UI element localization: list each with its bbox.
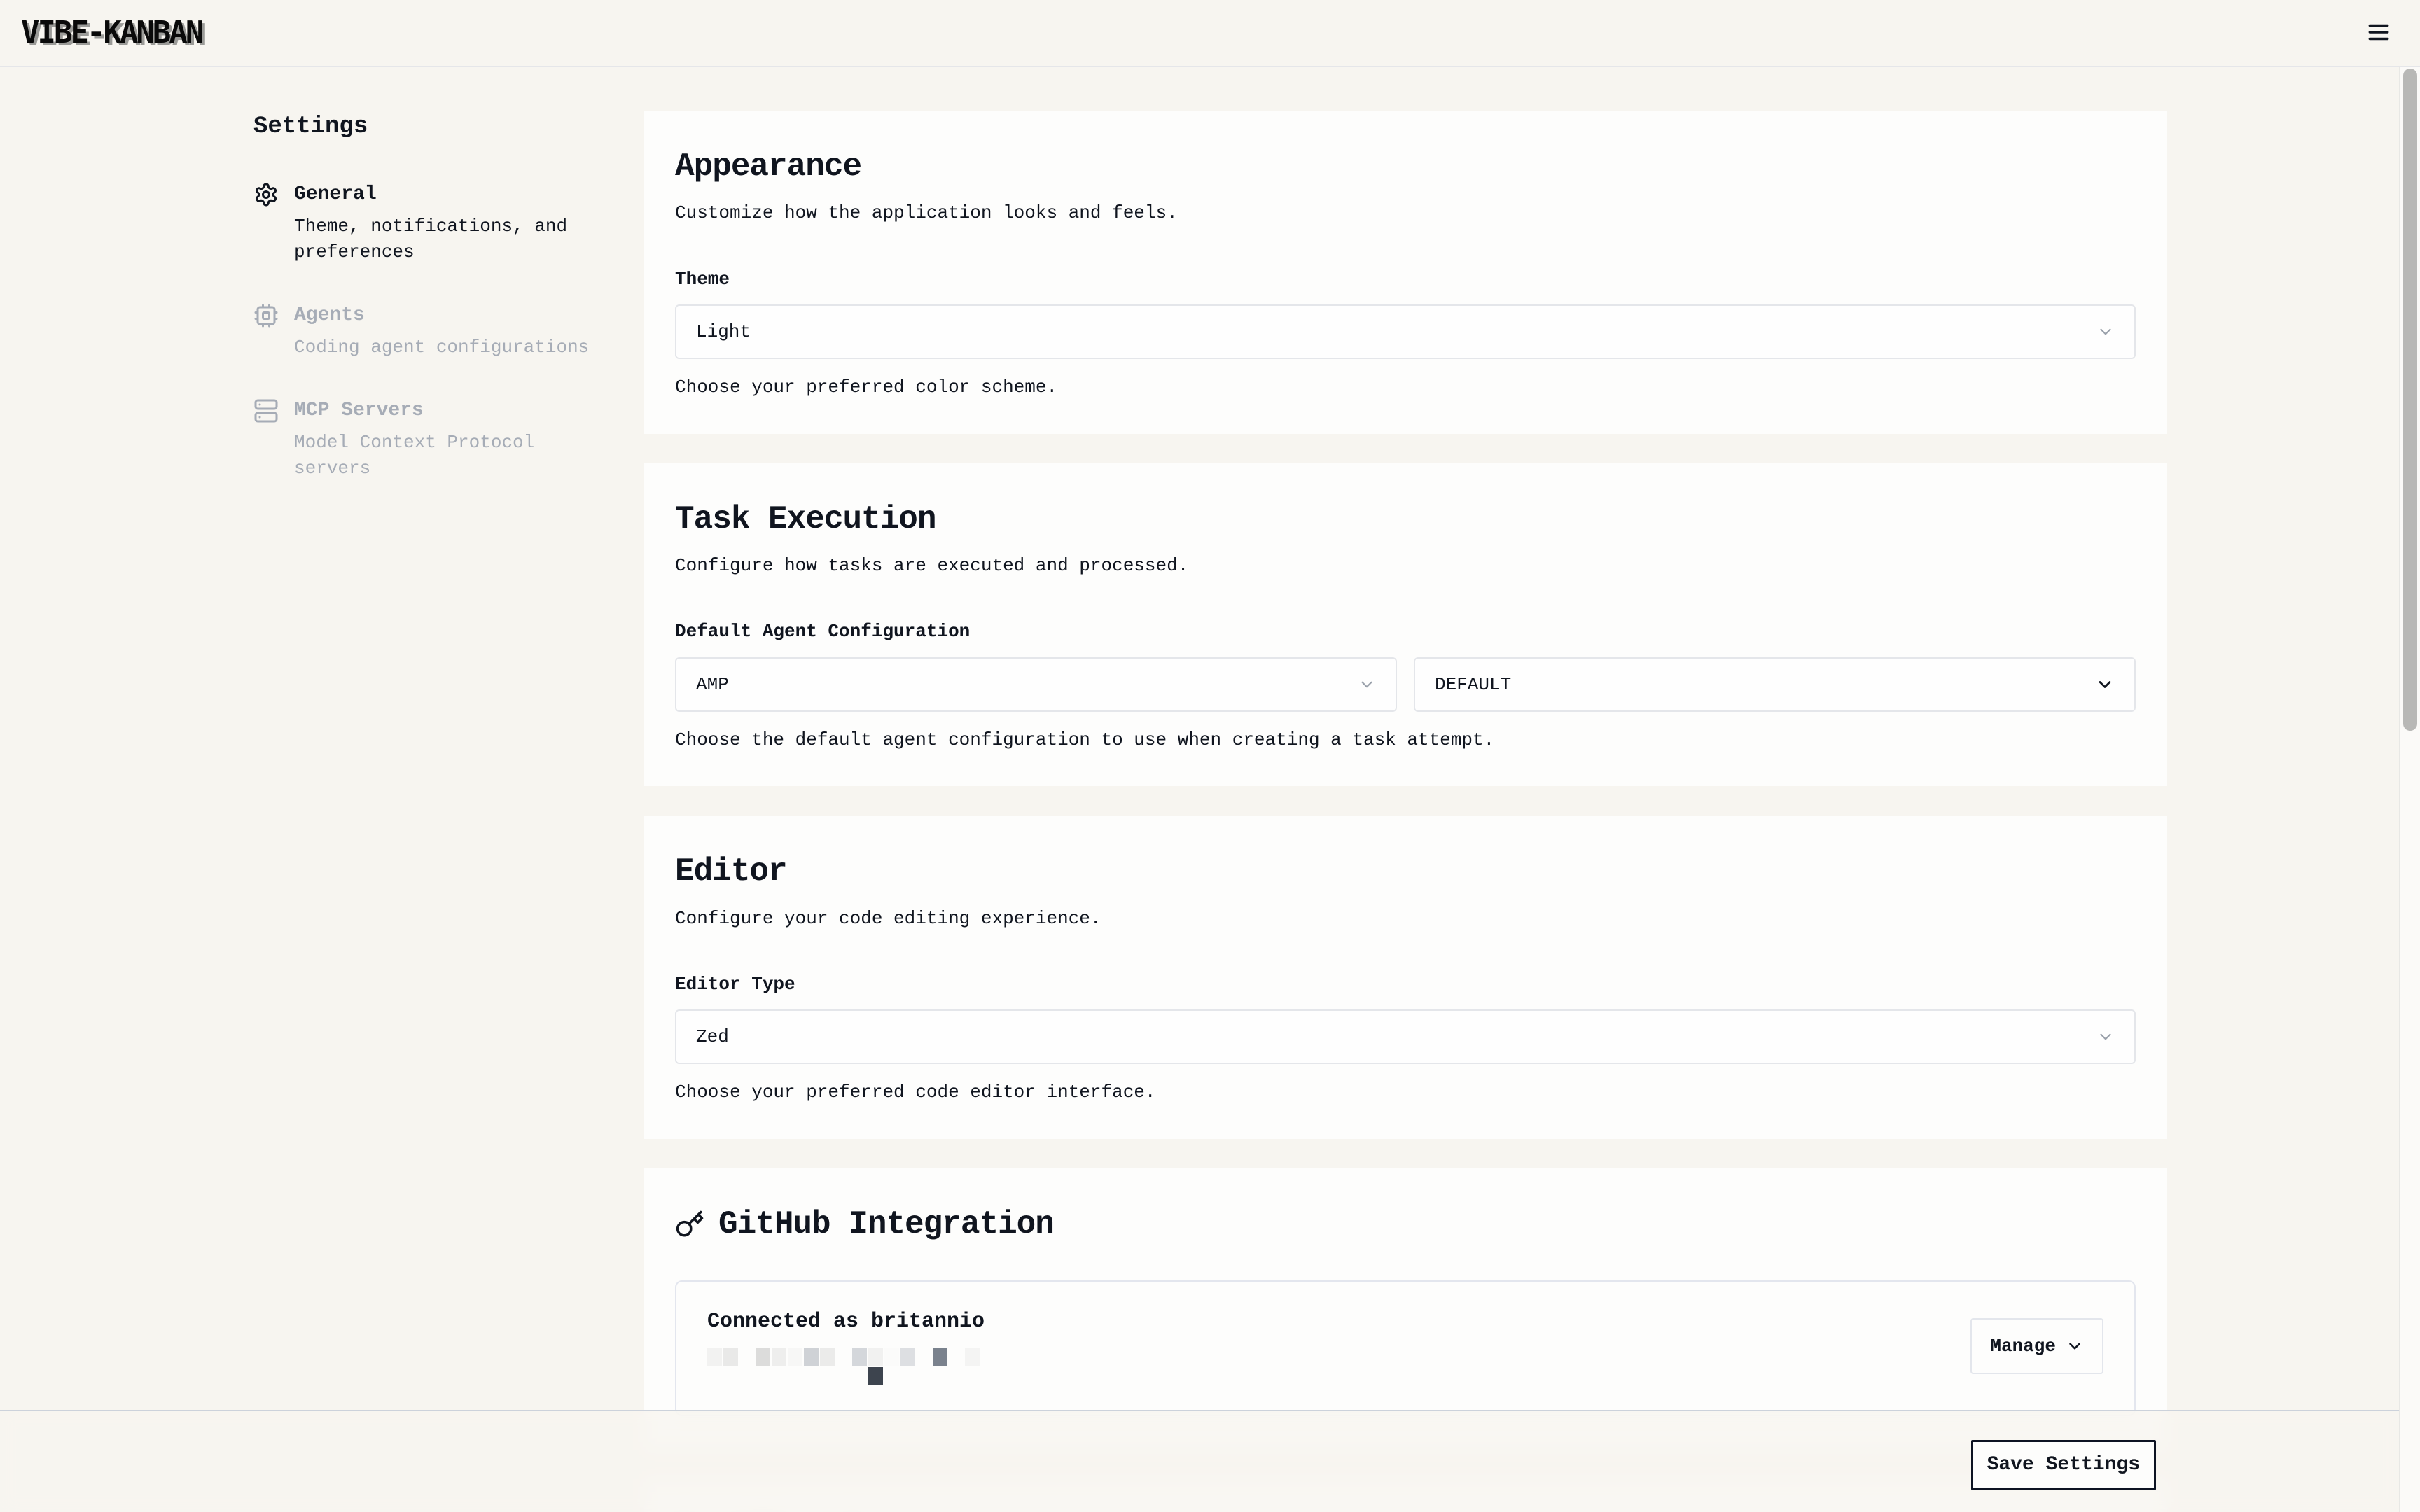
scrollbar-thumb[interactable] <box>2403 69 2417 731</box>
sidebar-item-description: Model Context Protocol servers <box>294 431 535 479</box>
settings-main: Appearance Customize how the application… <box>644 111 2167 1512</box>
vertical-scrollbar[interactable] <box>2399 67 2420 1512</box>
editor-type-select-value: Zed <box>696 1026 729 1048</box>
github-manage-button[interactable]: Manage <box>1970 1317 2103 1375</box>
sidebar-item-general[interactable]: General Theme, notifications, and prefer… <box>253 181 644 265</box>
github-connection-box: Connected as britannio Manage <box>675 1280 2136 1417</box>
editor-card: Editor Configure your code editing exper… <box>644 816 2167 1139</box>
key-icon <box>675 1210 704 1239</box>
page-title: Settings <box>253 113 368 140</box>
sidebar-item-label: Agents <box>294 304 365 326</box>
app-logo[interactable]: VIBE-KANBAN <box>21 15 204 51</box>
appearance-subtitle: Customize how the application looks and … <box>675 202 1178 224</box>
save-settings-button[interactable]: Save Settings <box>1970 1440 2156 1490</box>
sidebar-item-agents[interactable]: Agents Coding agent configurations <box>253 302 644 360</box>
agent-profile-select-value: DEFAULT <box>1435 673 1512 695</box>
appearance-card: Appearance Customize how the application… <box>644 111 2167 434</box>
chevron-down-icon <box>2096 1028 2115 1046</box>
chevron-down-icon <box>2066 1337 2084 1355</box>
sidebar-item-label: MCP Servers <box>294 399 424 421</box>
hamburger-menu-button[interactable] <box>2358 12 2399 55</box>
github-title: GitHub Integration <box>718 1205 1055 1242</box>
github-connected-text: Connected as britannio <box>707 1310 985 1334</box>
default-agent-label: Default Agent Configuration <box>675 621 971 643</box>
agent-profile-select[interactable]: DEFAULT <box>1414 657 2136 712</box>
theme-help-text: Choose your preferred color scheme. <box>675 377 1058 398</box>
agent-select-value: AMP <box>696 673 729 695</box>
theme-select[interactable]: Light <box>675 304 2136 360</box>
app-header: VIBE-KANBAN <box>0 0 2420 67</box>
task-execution-title: Task Execution <box>675 500 936 538</box>
settings-sidebar: Settings General Theme, notifications, a… <box>253 111 644 1512</box>
sidebar-item-label: General <box>294 183 377 205</box>
redacted-text-blocks <box>707 1367 985 1386</box>
sidebar-item-mcp-servers[interactable]: MCP Servers Model Context Protocol serve… <box>253 397 644 482</box>
editor-type-select[interactable]: Zed <box>675 1009 2136 1065</box>
chevron-down-icon <box>1358 676 1376 694</box>
editor-title: Editor <box>675 853 788 890</box>
redacted-text-blocks <box>707 1348 985 1366</box>
gear-icon <box>253 181 279 215</box>
chevron-down-icon <box>2095 675 2115 694</box>
server-icon <box>253 397 279 431</box>
task-execution-card: Task Execution Configure how tasks are e… <box>644 463 2167 787</box>
cpu-icon <box>253 302 279 336</box>
github-manage-label: Manage <box>1990 1335 2056 1357</box>
page-content: Settings General Theme, notifications, a… <box>0 67 2420 1512</box>
editor-subtitle: Configure your code editing experience. <box>675 907 1101 929</box>
hamburger-menu-icon <box>2365 24 2392 48</box>
github-integration-card: GitHub Integration Connected as britanni… <box>644 1168 2167 1450</box>
chevron-down-icon <box>2096 323 2115 341</box>
task-execution-subtitle: Configure how tasks are executed and pro… <box>675 554 1189 576</box>
editor-type-label: Editor Type <box>675 973 795 995</box>
sidebar-item-description: Coding agent configurations <box>294 336 590 358</box>
agent-select[interactable]: AMP <box>675 657 1397 712</box>
save-settings-bar: Save Settings <box>0 1410 2399 1512</box>
theme-label: Theme <box>675 268 730 290</box>
theme-select-value: Light <box>696 321 751 342</box>
appearance-title: Appearance <box>675 148 862 185</box>
sidebar-item-description: Theme, notifications, and preferences <box>294 215 568 262</box>
editor-type-help-text: Choose your preferred code editor interf… <box>675 1082 1156 1103</box>
default-agent-help-text: Choose the default agent configuration t… <box>675 729 1495 750</box>
